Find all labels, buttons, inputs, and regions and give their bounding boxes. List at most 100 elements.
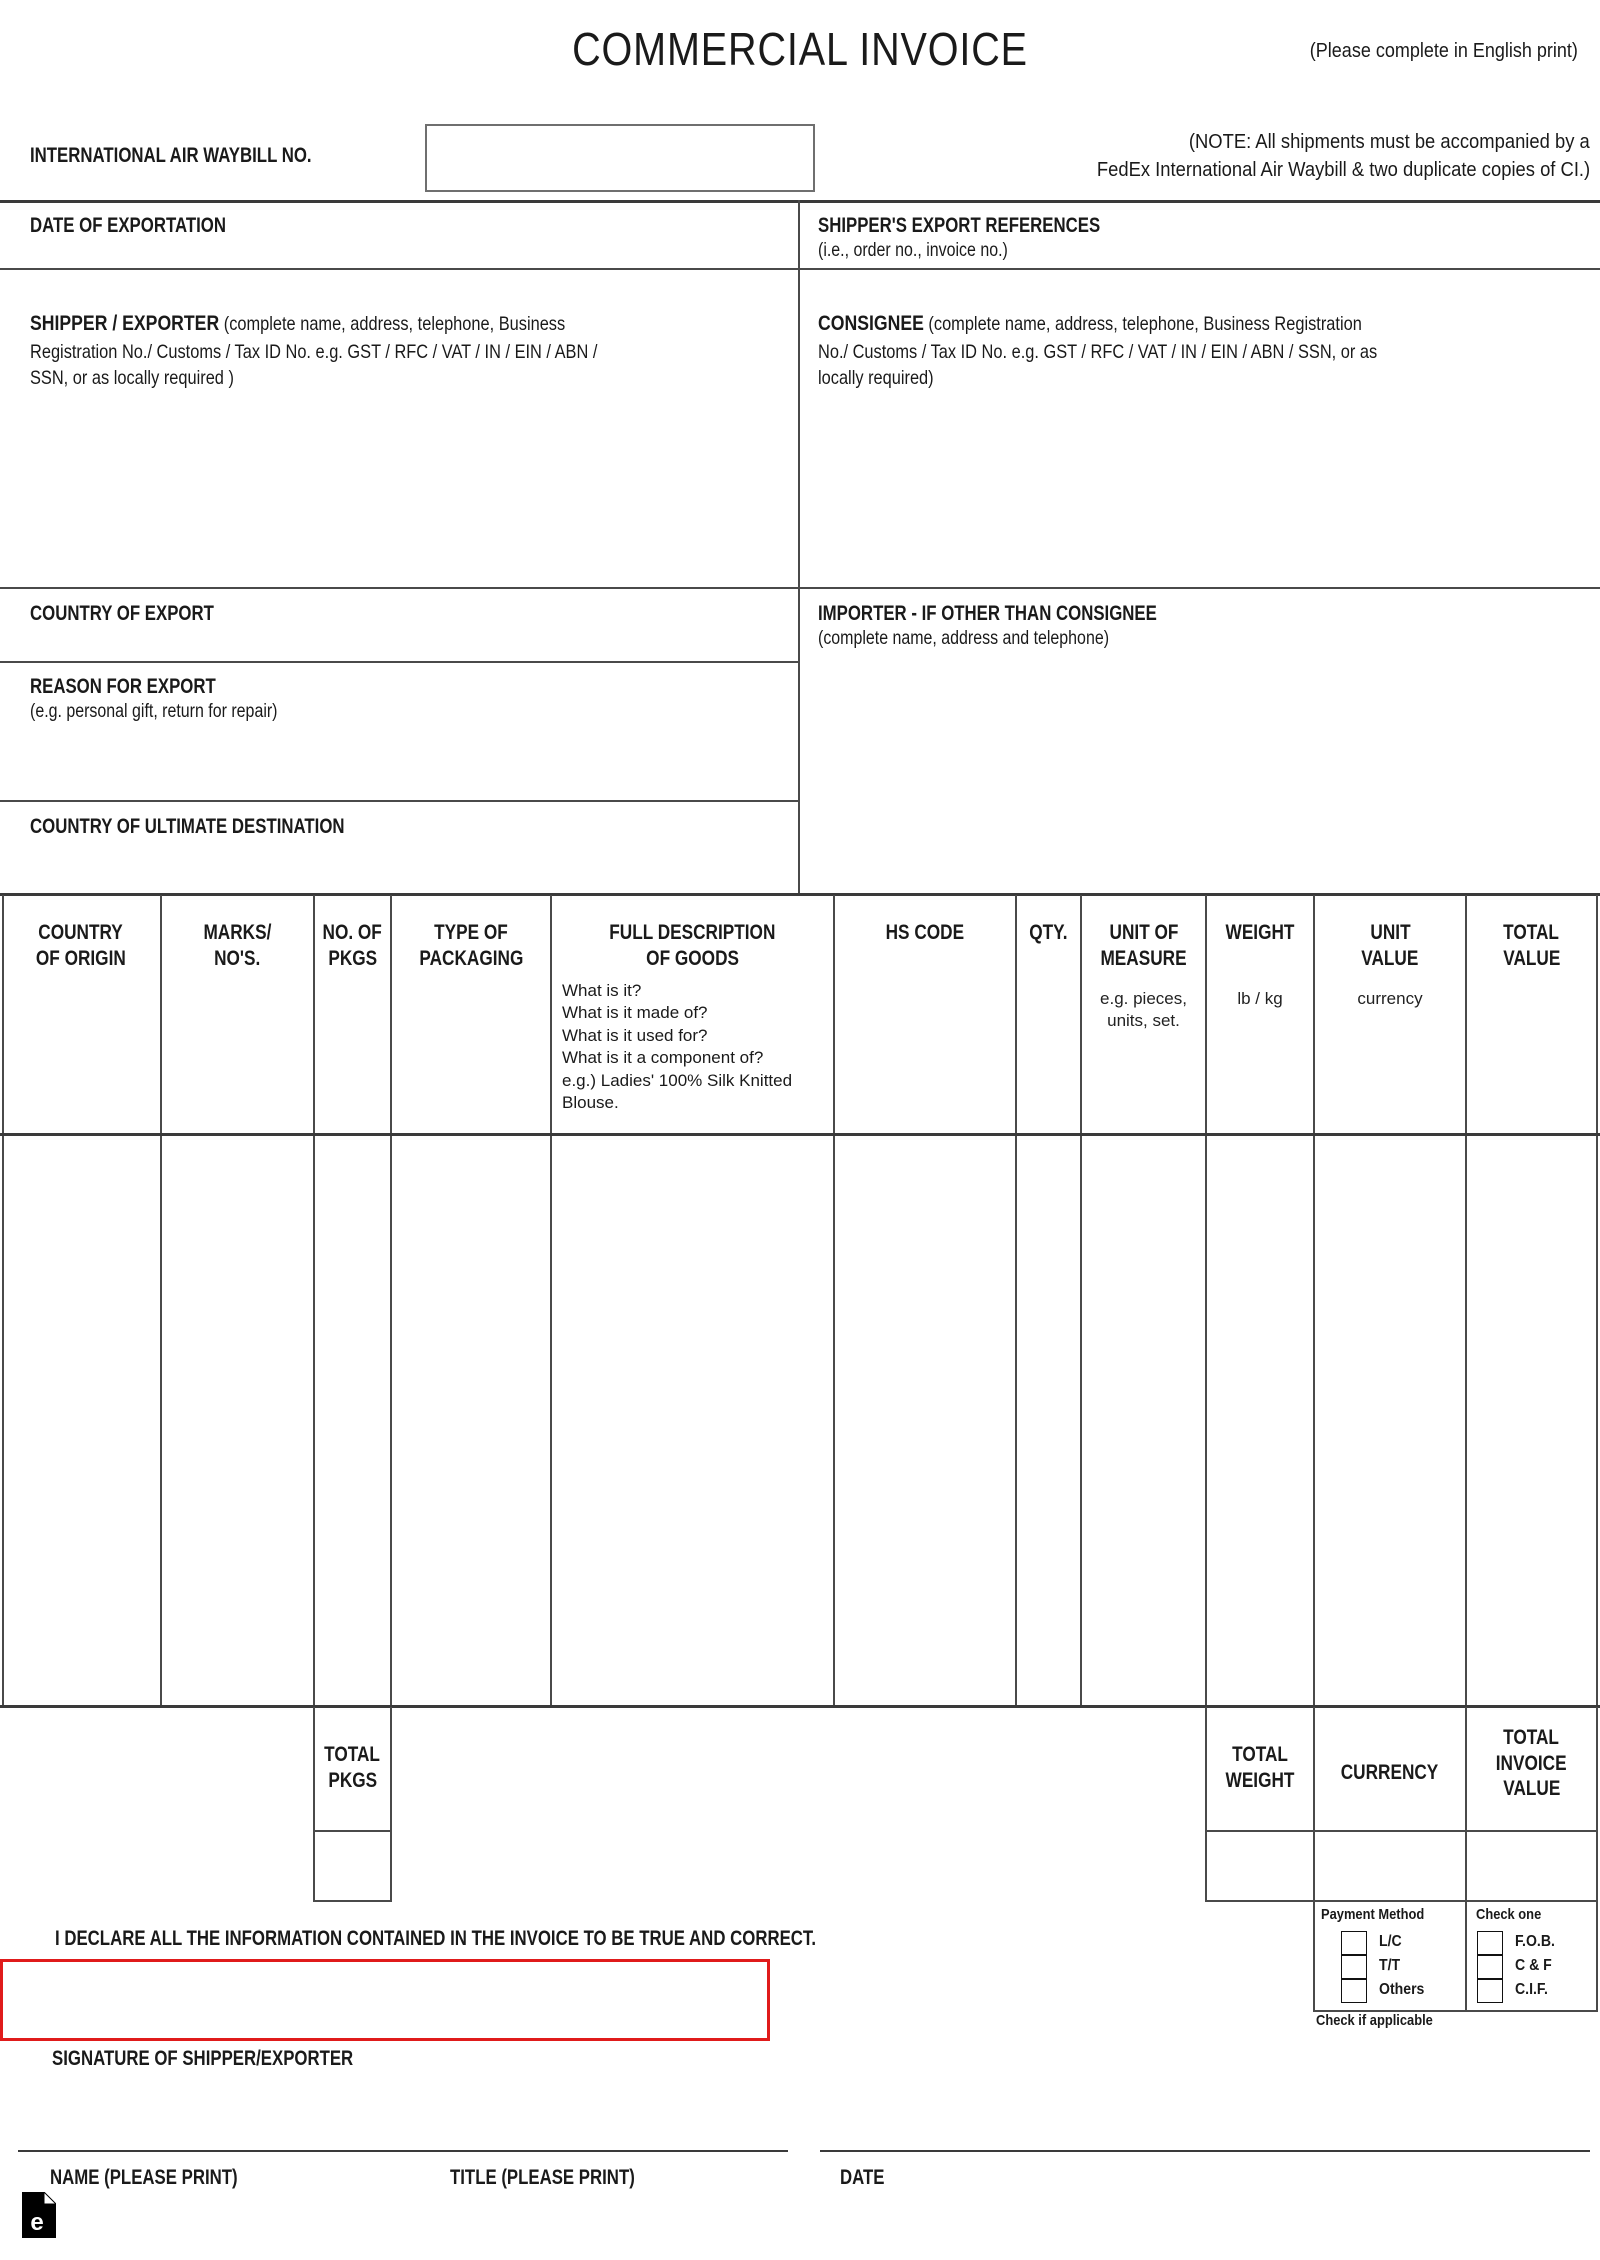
column-header-country-of-origin: COUNTRY OF ORIGIN — [36, 921, 126, 970]
total-weight-label: TOTAL WEIGHT — [1225, 1743, 1295, 1792]
field-hint: (complete name, address, telephone, Busi… — [223, 313, 566, 335]
field-country-of-ultimate-destination[interactable]: COUNTRY OF ULTIMATE DESTINATION — [30, 815, 423, 839]
divider — [0, 268, 800, 270]
currency-label: CURRENCY — [1341, 1761, 1439, 1784]
label-payment-lc: L/C — [1379, 1933, 1402, 1950]
divider — [800, 587, 1600, 589]
divider — [1205, 1707, 1207, 1902]
cell-marks-nos[interactable] — [162, 1135, 313, 1705]
checkbox-payment-others[interactable] — [1341, 1979, 1367, 2003]
divider — [1313, 1707, 1315, 2012]
payment-method-heading: Payment Method — [1321, 1906, 1425, 1923]
column-hint-unit-value: currency — [1357, 989, 1423, 1008]
field-reason-for-export[interactable]: REASON FOR EXPORT (e.g. personal gift, r… — [30, 675, 325, 725]
declaration-text: I DECLARE ALL THE INFORMATION CONTAINED … — [55, 1927, 816, 1950]
currency-input[interactable] — [1315, 1832, 1465, 1900]
cell-weight[interactable] — [1207, 1135, 1313, 1705]
total-pkgs-label: TOTAL PKGS — [324, 1743, 381, 1792]
checkbox-payment-lc[interactable] — [1341, 1931, 1367, 1955]
divider — [1465, 895, 1467, 1705]
divider — [390, 1707, 392, 1902]
field-shippers-export-references[interactable]: SHIPPER'S EXPORT REFERENCES (i.e., order… — [818, 214, 1171, 264]
divider — [160, 895, 162, 1705]
svg-text:e: e — [30, 2209, 43, 2236]
divider — [2, 895, 4, 1705]
divider — [313, 1830, 392, 1832]
divider — [0, 587, 800, 589]
air-waybill-label: INTERNATIONAL AIR WAYBILL NO. — [30, 144, 312, 167]
divider — [1080, 895, 1082, 1705]
checkbox-term-cif[interactable] — [1477, 1979, 1503, 2003]
checkbox-term-fob[interactable] — [1477, 1931, 1503, 1955]
air-waybill-input[interactable] — [425, 124, 815, 192]
column-header-no-of-pkgs: NO. OF PKGS — [322, 921, 383, 970]
field-label: REASON FOR EXPORT — [30, 675, 216, 698]
field-hint: (i.e., order no., invoice no.) — [818, 240, 1008, 262]
divider — [550, 895, 552, 1705]
column-hint-unit-of-measure: e.g. pieces, units, set. — [1100, 989, 1187, 1031]
cell-total-value[interactable] — [1467, 1135, 1596, 1705]
divider — [1465, 1707, 1467, 2012]
cell-unit-value[interactable] — [1315, 1135, 1465, 1705]
divider — [800, 268, 1600, 270]
field-hint: (complete name, address, telephone, Busi… — [928, 313, 1362, 335]
divider — [0, 661, 800, 663]
cell-hs-code[interactable] — [835, 1135, 1015, 1705]
field-label: SHIPPER / EXPORTER — [30, 312, 220, 335]
description-questions: What is it? What is it made of? What is … — [562, 981, 793, 1113]
cell-country-of-origin[interactable] — [2, 1135, 160, 1705]
divider — [313, 895, 315, 1705]
english-print-note: (Please complete in English print) — [1309, 40, 1578, 62]
cell-type-of-packaging[interactable] — [392, 1135, 550, 1705]
divider — [0, 893, 1600, 896]
total-invoice-value-label: TOTAL INVOICE VALUE — [1496, 1726, 1567, 1801]
title-label: TITLE (PLEASE PRINT) — [450, 2166, 635, 2189]
name-title-rule — [18, 2150, 788, 2152]
document-file-icon: e — [22, 2190, 58, 2238]
check-if-applicable-note: Check if applicable — [1316, 2012, 1433, 2029]
divider — [0, 800, 800, 802]
check-one-heading: Check one — [1476, 1906, 1542, 1923]
divider — [0, 1133, 1600, 1136]
divider — [0, 200, 1600, 203]
field-label: COUNTRY OF ULTIMATE DESTINATION — [30, 815, 345, 838]
column-header-weight: WEIGHT — [1225, 921, 1295, 944]
column-header-full-description-of-goods: FULL DESCRIPTION OF GOODS — [609, 921, 776, 970]
divider — [390, 895, 392, 1705]
total-pkgs-input[interactable] — [315, 1832, 390, 1900]
divider — [1313, 2010, 1596, 2012]
divider — [1596, 1707, 1598, 2012]
signature-input[interactable] — [0, 1959, 770, 2041]
checkbox-term-cf[interactable] — [1477, 1955, 1503, 1979]
label-payment-others: Others — [1379, 1981, 1425, 1998]
field-country-of-export[interactable]: COUNTRY OF EXPORT — [30, 602, 260, 626]
divider — [1205, 1830, 1596, 1832]
column-header-unit-value: UNIT VALUE — [1361, 921, 1419, 970]
cell-unit-of-measure[interactable] — [1082, 1135, 1205, 1705]
field-date-of-exportation[interactable]: DATE OF EXPORTATION — [30, 214, 275, 238]
divider — [1313, 895, 1315, 1705]
divider — [1596, 895, 1598, 1705]
name-input[interactable] — [18, 2100, 418, 2148]
total-invoice-value-input[interactable] — [1467, 1832, 1596, 1900]
column-header-marks-nos: MARKS/ NO'S. — [203, 921, 272, 970]
cell-qty[interactable] — [1017, 1135, 1080, 1705]
field-importer[interactable]: IMPORTER - IF OTHER THAN CONSIGNEE (comp… — [818, 602, 1242, 652]
field-consignee[interactable]: CONSIGNEE (complete name, address, telep… — [818, 312, 1378, 390]
date-input[interactable] — [820, 2100, 1220, 2148]
column-header-type-of-packaging: TYPE OF PACKAGING — [419, 921, 523, 970]
cell-full-description[interactable] — [552, 1135, 833, 1705]
field-shipper-exporter[interactable]: SHIPPER / EXPORTER (complete name, addre… — [30, 312, 598, 390]
divider — [1205, 1900, 1596, 1902]
cell-no-of-pkgs[interactable] — [315, 1135, 390, 1705]
checkbox-payment-tt[interactable] — [1341, 1955, 1367, 1979]
field-label: IMPORTER - IF OTHER THAN CONSIGNEE — [818, 602, 1157, 625]
column-hint-weight: lb / kg — [1237, 989, 1283, 1008]
divider — [0, 1705, 1600, 1708]
total-weight-input[interactable] — [1207, 1832, 1313, 1900]
signature-label: SIGNATURE OF SHIPPER/EXPORTER — [52, 2047, 354, 2070]
column-header-unit-of-measure: UNIT OF MEASURE — [1100, 921, 1187, 970]
divider — [798, 200, 800, 895]
title-input[interactable] — [430, 2100, 788, 2148]
